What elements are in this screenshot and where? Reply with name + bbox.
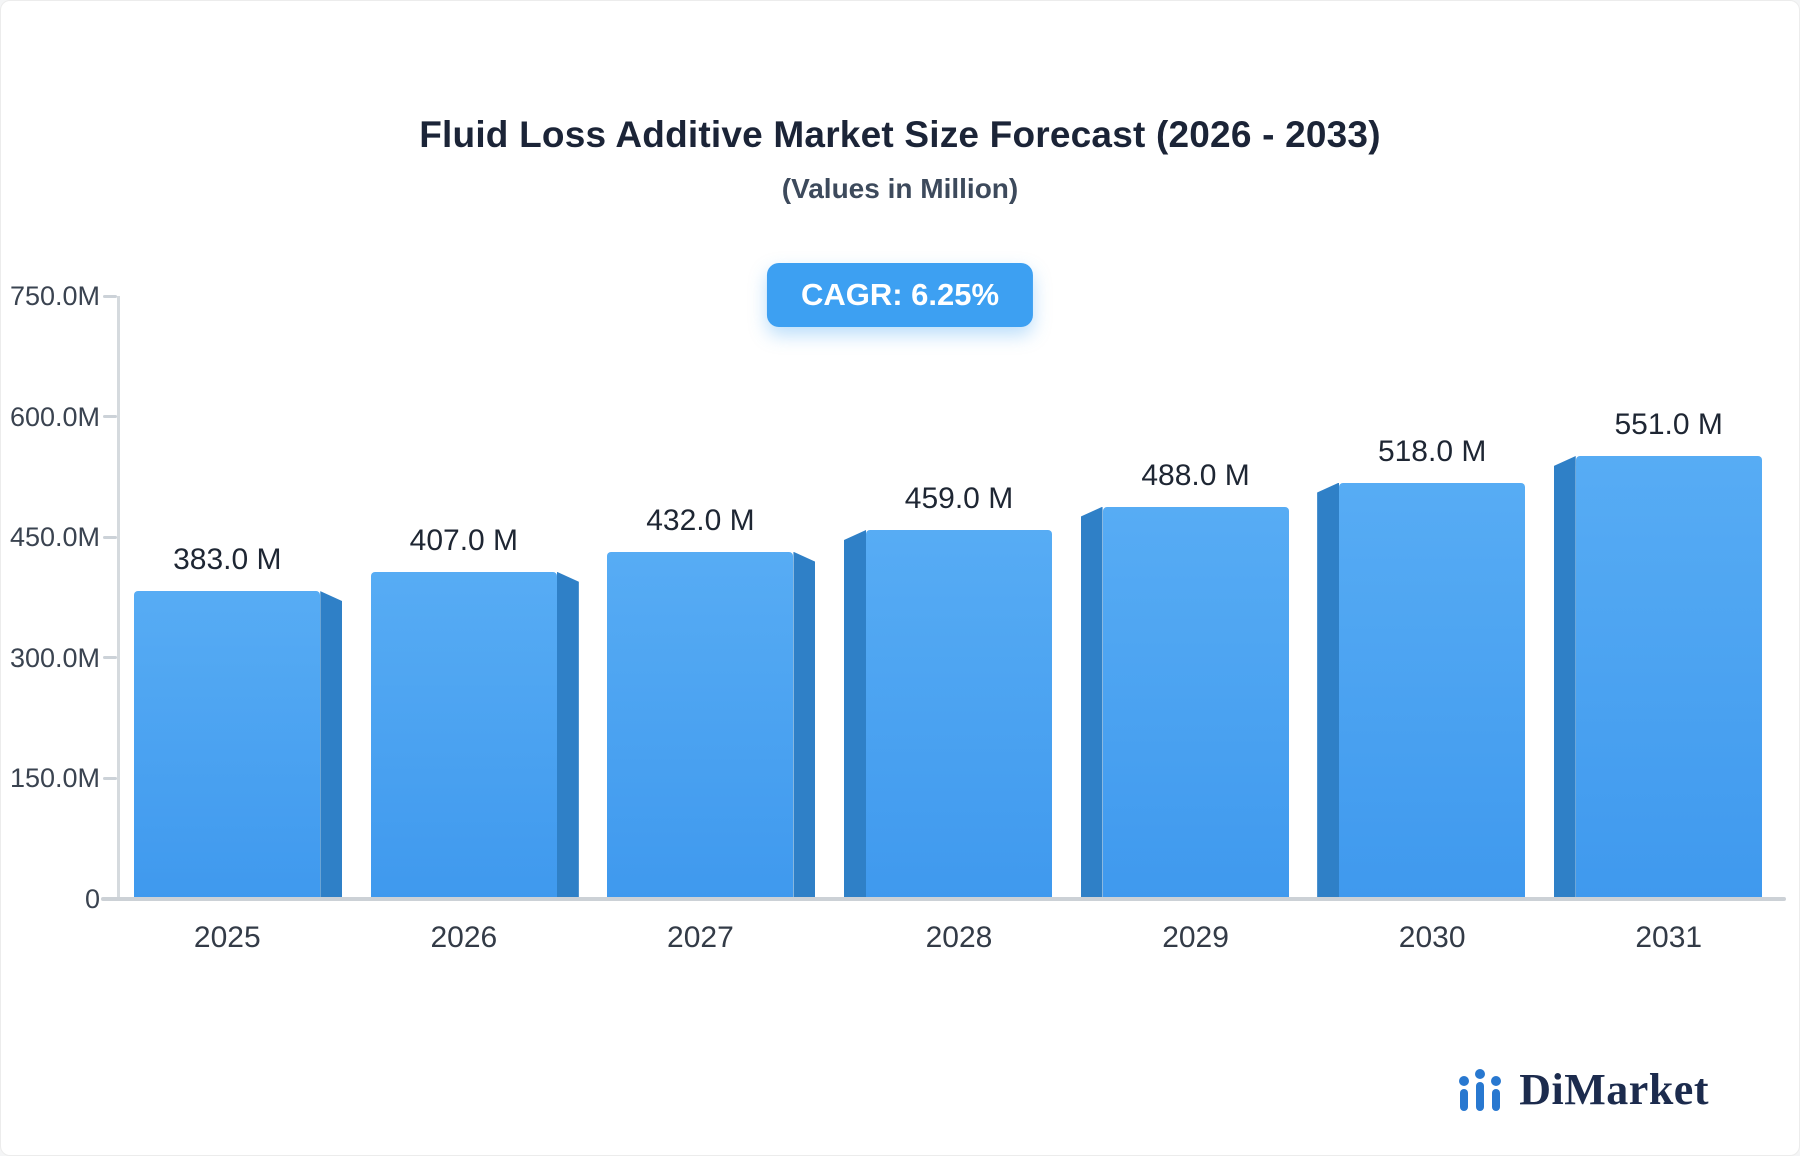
brand-name: DiMarket <box>1519 1065 1709 1114</box>
mini-bar-chart-icon <box>1455 1065 1505 1115</box>
bar-value-label: 459.0 M <box>904 481 1014 515</box>
bar-value-label: 383.0 M <box>173 543 282 577</box>
bar-side-face <box>793 551 816 899</box>
x-axis-label: 2025 <box>193 921 261 954</box>
bar-2026[interactable] <box>370 571 579 899</box>
y-tick-mark <box>103 415 117 419</box>
bar-2027[interactable] <box>607 551 816 899</box>
x-axis-baseline <box>101 897 1786 901</box>
x-axis-label: 2030 <box>1398 921 1466 954</box>
bar-value-label: 407.0 M <box>409 523 519 557</box>
brand-logo[interactable]: DiMarket <box>1455 1064 1709 1115</box>
bar-value-label: 551.0 M <box>1614 408 1723 441</box>
x-axis-label: 2029 <box>1162 921 1229 954</box>
bar-side-face <box>1080 506 1103 899</box>
cagr-badge: CAGR: 6.25% <box>766 263 1034 327</box>
bar-front-face <box>866 529 1052 899</box>
bar-2031[interactable] <box>1553 456 1762 899</box>
bar-side-face <box>556 571 579 899</box>
bar-2028[interactable] <box>844 529 1052 899</box>
y-tick-label: 300.0M <box>9 642 100 673</box>
bar-value-label: 432.0 M <box>646 503 755 537</box>
bar-side-face <box>844 529 866 899</box>
x-axis-label: 2028 <box>925 921 993 954</box>
bar-front-face <box>370 571 557 899</box>
bar-front-face <box>1102 506 1289 899</box>
bar-2025[interactable] <box>134 591 343 899</box>
y-tick-mark <box>103 776 117 780</box>
plot-area: 750.0M 600.0M 450.0M 300.0M 150.0M 0 383.0 M 20… <box>10 281 1773 954</box>
bar-front-face <box>1575 456 1762 899</box>
bar-side-face <box>1317 482 1340 899</box>
bar-side-face <box>1553 456 1576 899</box>
bar-front-face <box>134 591 321 899</box>
y-tick-mark <box>103 294 117 298</box>
bar-2029[interactable] <box>1080 506 1289 899</box>
y-tick-label: 150.0M <box>9 763 100 794</box>
bar-value-label: 518.0 M <box>1377 434 1487 468</box>
chart-subtitle: (Values in Million) <box>781 173 1019 204</box>
x-axis-label: 2027 <box>667 921 734 954</box>
y-tick-label: 450.0M <box>9 522 100 553</box>
bar-2030[interactable] <box>1317 482 1526 899</box>
bar-front-face <box>1339 482 1526 899</box>
y-tick-mark <box>103 656 117 660</box>
chart-title: Fluid Loss Additive Market Size Forecast… <box>419 114 1381 155</box>
x-axis-label: 2026 <box>430 921 498 954</box>
bar-value-label: 488.0 M <box>1141 458 1250 492</box>
y-tick-label: 0 <box>84 884 100 914</box>
y-tick-label: 750.0M <box>9 281 100 311</box>
y-tick-label: 600.0M <box>9 401 100 432</box>
bar-side-face <box>320 591 343 899</box>
x-axis-label: 2031 <box>1635 921 1703 954</box>
y-tick-mark <box>103 535 117 539</box>
bar-front-face <box>607 551 794 899</box>
